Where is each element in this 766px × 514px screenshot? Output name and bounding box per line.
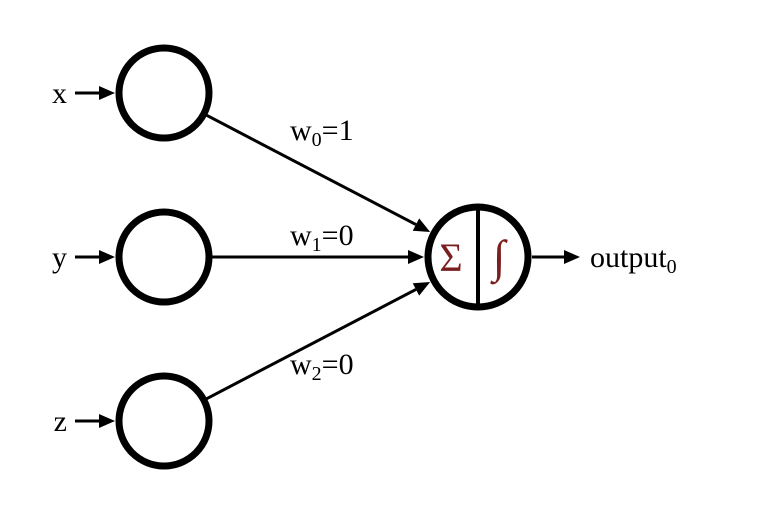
sigma-symbol: Σ (439, 235, 462, 280)
svg-text:y: y (52, 241, 67, 274)
svg-text:x: x (52, 77, 67, 110)
input-node-z (119, 376, 209, 466)
svg-text:w0=1: w0=1 (290, 114, 354, 151)
output-label: output0 (590, 241, 677, 278)
input-label-y: y (52, 241, 67, 274)
svg-text:w2=0: w2=0 (290, 348, 354, 385)
weight-label-x: w0=1 (290, 114, 354, 151)
output-arrow (532, 250, 580, 264)
svg-text:output0: output0 (590, 241, 677, 278)
activation-symbol: ∫ (490, 231, 508, 285)
input-label-z: z (54, 405, 67, 438)
neuron: Σ∫ (428, 207, 528, 307)
input-arrow-x (75, 86, 115, 100)
input-arrow-y (75, 250, 115, 264)
weight-label-y: w1=0 (290, 219, 354, 256)
input-node-x (119, 48, 209, 138)
weight-label-z: w2=0 (290, 348, 354, 385)
input-node-y (119, 212, 209, 302)
svg-text:w1=0: w1=0 (290, 219, 354, 256)
input-arrow-z (75, 414, 115, 428)
svg-text:z: z (54, 405, 67, 438)
input-label-x: x (52, 77, 67, 110)
neuron-diagram: xyzw0=1w1=0w2=0Σ∫output0 (0, 0, 766, 514)
